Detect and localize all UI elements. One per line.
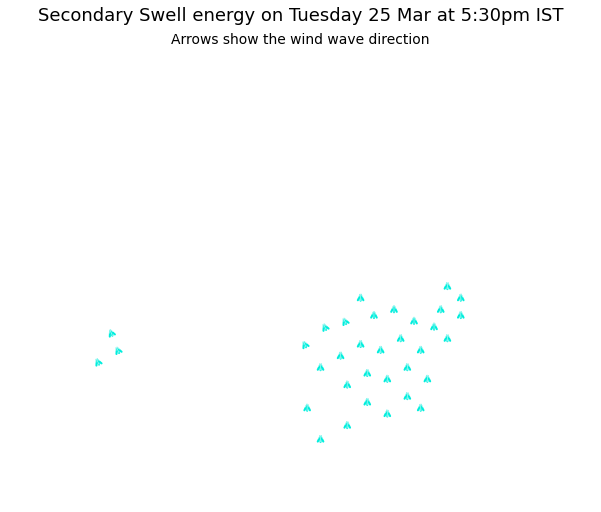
Text: Map data unavailable: Map data unavailable [211, 271, 390, 289]
Text: Arrows show the wind wave direction: Arrows show the wind wave direction [171, 33, 430, 47]
Text: Secondary Swell energy on Tuesday 25 Mar at 5:30pm IST: Secondary Swell energy on Tuesday 25 Mar… [38, 7, 563, 25]
